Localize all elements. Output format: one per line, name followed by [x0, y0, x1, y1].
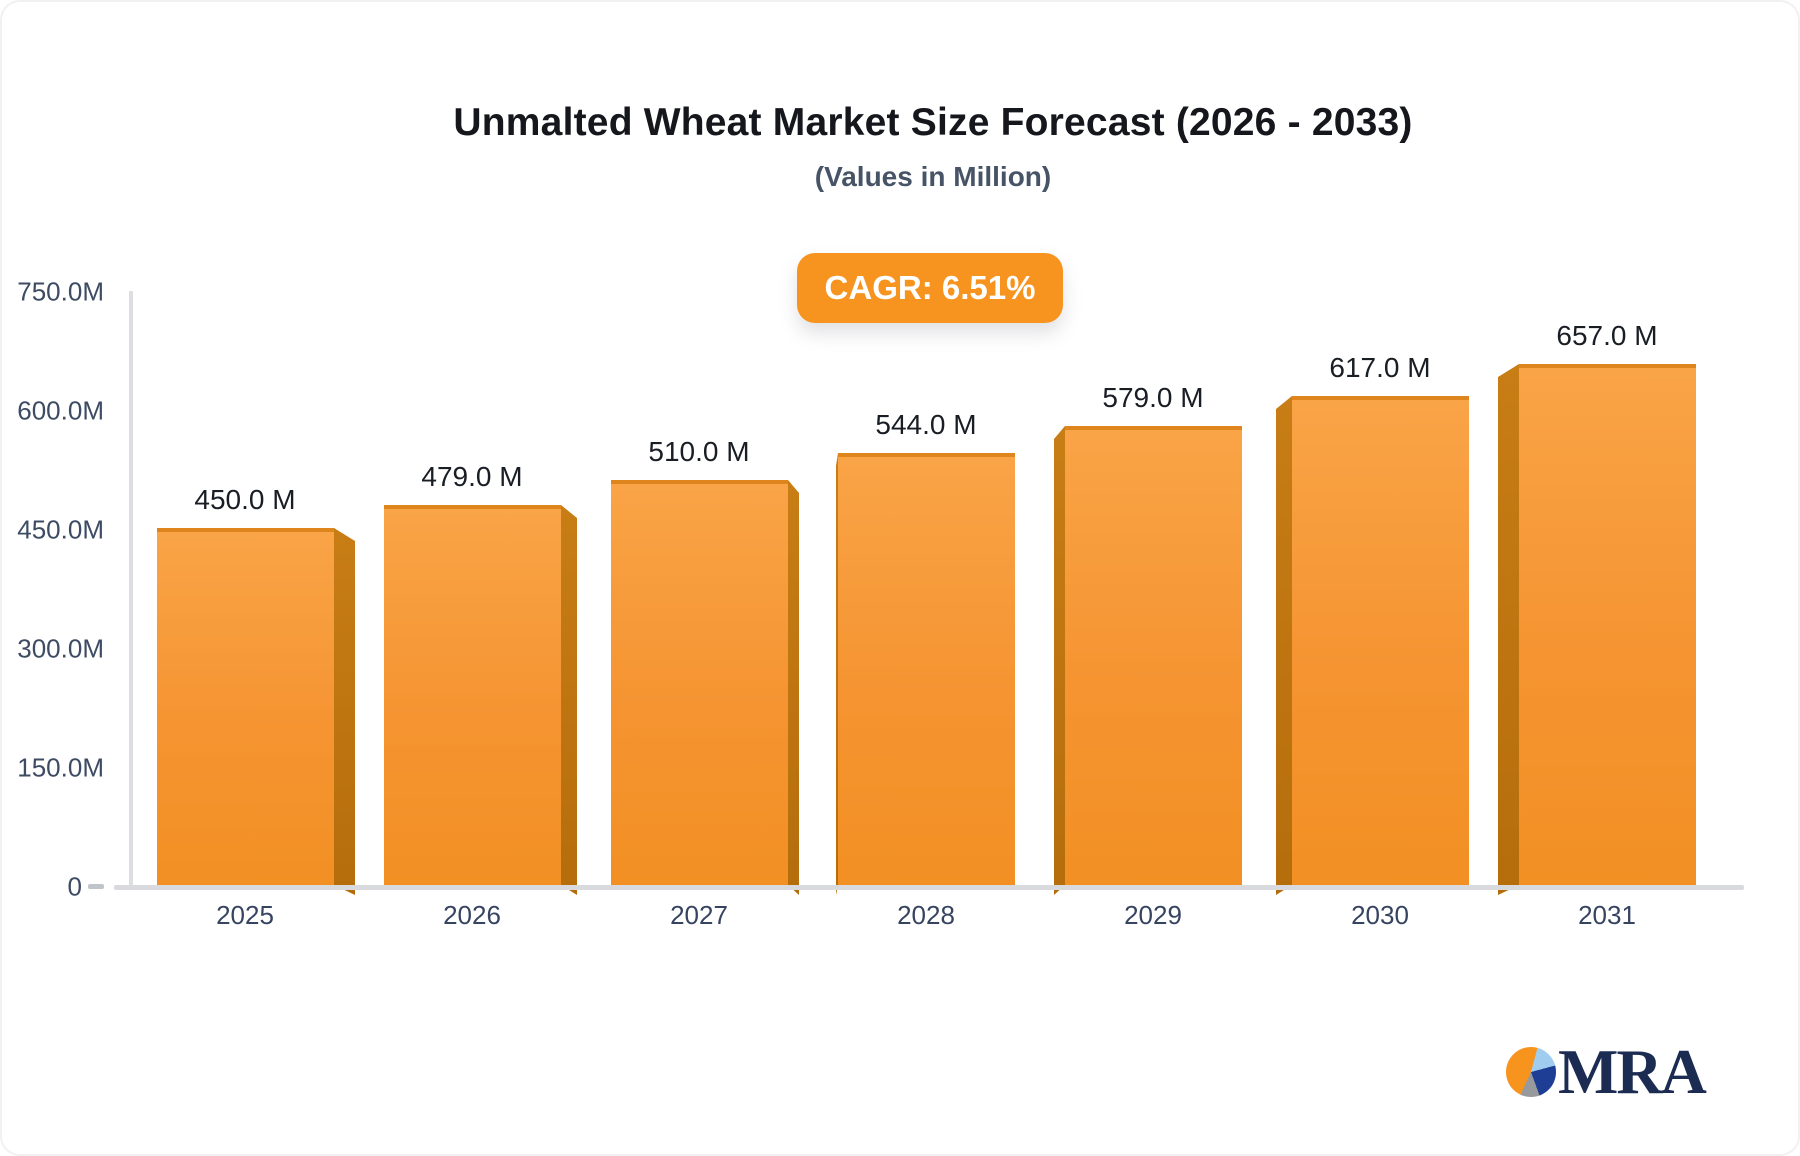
bar-2025-3d-side: [334, 528, 355, 895]
bar-2030-3d-side: [1276, 396, 1292, 895]
bar-2030: [1292, 396, 1469, 885]
x-axis-line: [114, 885, 1744, 890]
bar-2029: [1065, 426, 1242, 885]
bar-value-label-2027: 510.0 M: [648, 436, 750, 467]
bar-value-label-2025: 450.0 M: [194, 484, 296, 515]
bar-2026: [384, 505, 561, 885]
bar-2025: [157, 528, 334, 885]
y-tick-label: 300.0M: [17, 633, 104, 664]
cagr-badge: CAGR: 6.51%: [797, 253, 1063, 323]
bar-value-label-2029: 579.0 M: [1102, 382, 1204, 413]
brand-logo-text: MRA: [1558, 1036, 1707, 1107]
pie-chart-logo-icon: [1506, 1047, 1556, 1097]
y-axis-line: [129, 291, 133, 886]
y-tick-label: 0: [67, 871, 82, 902]
x-axis-label-2027: 2027: [670, 900, 728, 930]
bar-2026-3d-side: [561, 505, 577, 895]
bar-value-label-2030: 617.0 M: [1329, 352, 1431, 383]
zero-tick-mark: [88, 884, 104, 889]
y-tick-label: 750.0M: [17, 276, 104, 307]
x-axis-label-2028: 2028: [897, 900, 955, 930]
bar-2028-3d-side: [836, 453, 838, 895]
bar-2029-3d-side: [1054, 426, 1065, 895]
x-axis-label-2026: 2026: [443, 900, 501, 930]
chart-title: Unmalted Wheat Market Size Forecast (202…: [453, 101, 1413, 144]
bar-2028: [838, 453, 1015, 885]
chart-subtitle: (Values in Million): [814, 161, 1052, 192]
x-axis-label-2029: 2029: [1124, 900, 1182, 930]
x-axis-label-2030: 2030: [1351, 900, 1409, 930]
bar-2027: [611, 480, 788, 885]
bar-2031-3d-side: [1498, 364, 1519, 895]
chart-header: Unmalted Wheat Market Size Forecast (202…: [66, 0, 1800, 193]
bar-value-label-2028: 544.0 M: [875, 409, 977, 440]
bar-2031: [1519, 364, 1696, 885]
bar-2027-3d-side: [788, 480, 799, 895]
y-tick-label: 600.0M: [17, 395, 104, 426]
bar-value-label-2026: 479.0 M: [421, 461, 523, 492]
x-axis-label-2025: 2025: [216, 900, 274, 930]
x-axis-label-2031: 2031: [1578, 900, 1636, 930]
bar-value-label-2031: 657.0 M: [1556, 320, 1658, 351]
y-tick-label: 150.0M: [17, 752, 104, 783]
brand-logo: MRA: [1506, 1036, 1707, 1107]
y-tick-label: 450.0M: [17, 514, 104, 545]
